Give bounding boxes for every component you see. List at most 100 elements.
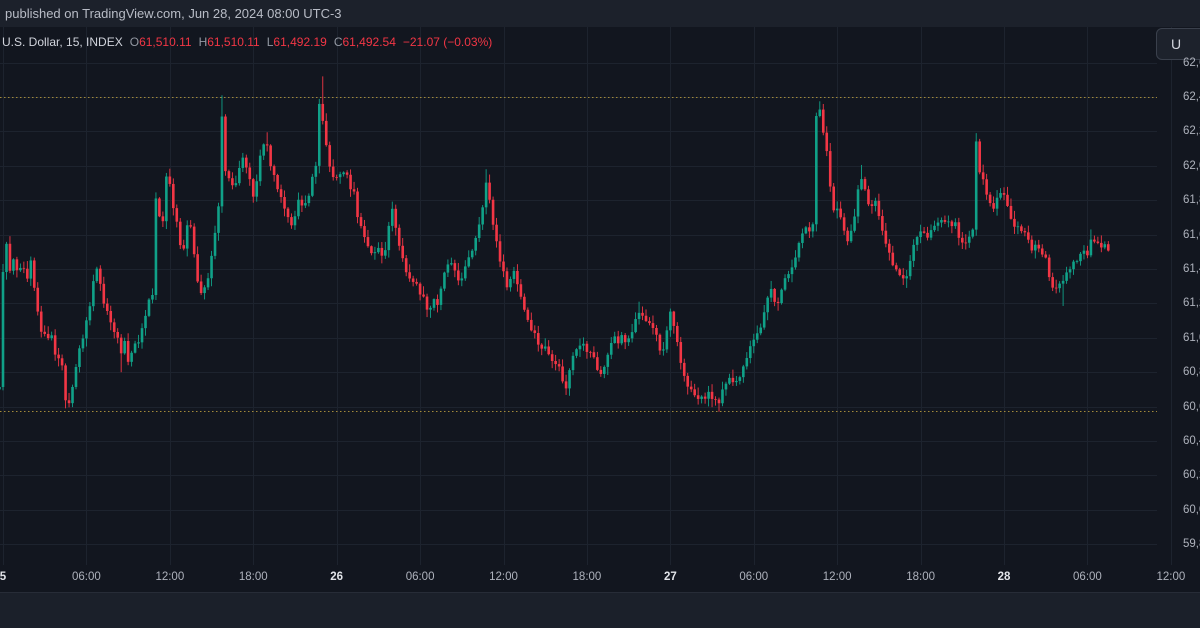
- candle-down: [1006, 194, 1009, 206]
- candle-up: [804, 227, 808, 234]
- candle-down: [884, 230, 888, 244]
- candle-up: [1103, 244, 1107, 248]
- candle-up: [755, 333, 759, 340]
- candle-wick: [339, 171, 341, 184]
- candle-wick: [23, 261, 25, 274]
- candle-wick: [430, 305, 431, 318]
- candle-up: [665, 330, 669, 350]
- candle-up: [509, 278, 512, 288]
- price-axis-label: 59,800: [1183, 538, 1200, 551]
- price-axis-label: 60,600: [1183, 400, 1200, 413]
- candle-up: [50, 335, 53, 339]
- ohlc-close: C61,492.54: [333, 35, 396, 49]
- candle-down: [981, 172, 985, 180]
- candle-up: [446, 264, 450, 273]
- candle-down: [863, 179, 867, 190]
- candle-down: [773, 288, 776, 302]
- candle-down: [248, 167, 252, 180]
- candle-up: [815, 116, 818, 225]
- candle-up: [669, 311, 672, 331]
- candle-down: [352, 189, 356, 192]
- candle-up: [905, 276, 908, 279]
- candle-up: [752, 339, 756, 347]
- candle-up: [790, 267, 794, 275]
- candle-down: [870, 204, 874, 206]
- candle-up: [5, 243, 8, 272]
- candle-down: [189, 225, 192, 227]
- candle-up: [12, 259, 15, 271]
- candle-down: [436, 299, 439, 305]
- candle-down: [1020, 226, 1023, 232]
- candle-up: [783, 278, 787, 290]
- price-axis-label: 62,400: [1183, 91, 1200, 103]
- time-axis-label: 5: [0, 571, 7, 583]
- candle-wick: [423, 286, 425, 298]
- candle-up: [210, 255, 213, 279]
- candle-down: [321, 103, 325, 121]
- candle-up: [1089, 239, 1093, 256]
- candle-down: [554, 360, 557, 365]
- symbol-title[interactable]: U.S. Dollar, 15, INDEX: [2, 35, 123, 49]
- candle-up: [849, 230, 853, 242]
- candle-up: [933, 225, 936, 231]
- candle-down: [557, 364, 561, 367]
- price-axis-label: 62,600: [1183, 56, 1200, 69]
- candle-up: [662, 349, 665, 351]
- candle-up: [627, 338, 630, 343]
- candle-up: [1072, 261, 1075, 270]
- candle-wick: [544, 338, 546, 352]
- candle-up: [1016, 226, 1020, 228]
- candle-up: [147, 299, 151, 316]
- candle-up: [384, 250, 387, 256]
- candle-down: [64, 365, 67, 401]
- candle-down: [199, 281, 203, 294]
- candle-wick: [923, 227, 925, 234]
- candle-down: [116, 331, 119, 338]
- candle-up: [390, 208, 394, 226]
- candle-down: [231, 178, 234, 186]
- candle-wick: [266, 132, 268, 152]
- candle-up: [578, 345, 582, 350]
- candle-wick: [906, 269, 908, 288]
- candle-up: [936, 222, 940, 226]
- candle-down: [1086, 250, 1089, 256]
- candle-down: [1030, 239, 1034, 251]
- candle-up: [999, 193, 1002, 198]
- axis-settings-button[interactable]: U: [1156, 28, 1200, 60]
- candle-wick: [645, 309, 647, 322]
- candle-wick: [450, 257, 452, 266]
- candle-down: [943, 220, 947, 222]
- candle-wick: [68, 392, 70, 408]
- candle-up: [512, 270, 516, 279]
- candle-down: [536, 333, 540, 345]
- candle-down: [648, 321, 651, 324]
- candle-up: [474, 237, 478, 251]
- candle-up: [311, 176, 314, 196]
- chart-legend[interactable]: U.S. Dollar, 15, INDEX O61,510.11 H61,51…: [2, 35, 492, 49]
- candle-down: [39, 311, 43, 332]
- candle-wick: [19, 263, 21, 272]
- candle-wick: [965, 234, 967, 250]
- candle-down: [408, 272, 411, 279]
- candle-down: [126, 340, 130, 362]
- price-axis-label: 60,400: [1183, 435, 1200, 447]
- candle-down: [276, 175, 279, 190]
- candle-up: [571, 355, 575, 371]
- candle-down: [57, 354, 60, 359]
- candle-up: [185, 225, 189, 249]
- time-axis-label: 06:00: [405, 571, 435, 583]
- candle-down: [776, 301, 780, 303]
- candle-down: [411, 278, 415, 282]
- candle-up: [238, 167, 241, 184]
- candle-up: [700, 396, 703, 399]
- candle-down: [1093, 239, 1096, 242]
- candle-down: [67, 400, 71, 404]
- ohlc-low: L61,492.19: [266, 35, 327, 49]
- candle-wick: [1055, 279, 1057, 294]
- candle-up: [811, 224, 815, 232]
- candle-wick: [374, 246, 376, 260]
- candle-down: [32, 260, 36, 288]
- candle-down: [102, 283, 106, 304]
- candle-up: [929, 230, 933, 238]
